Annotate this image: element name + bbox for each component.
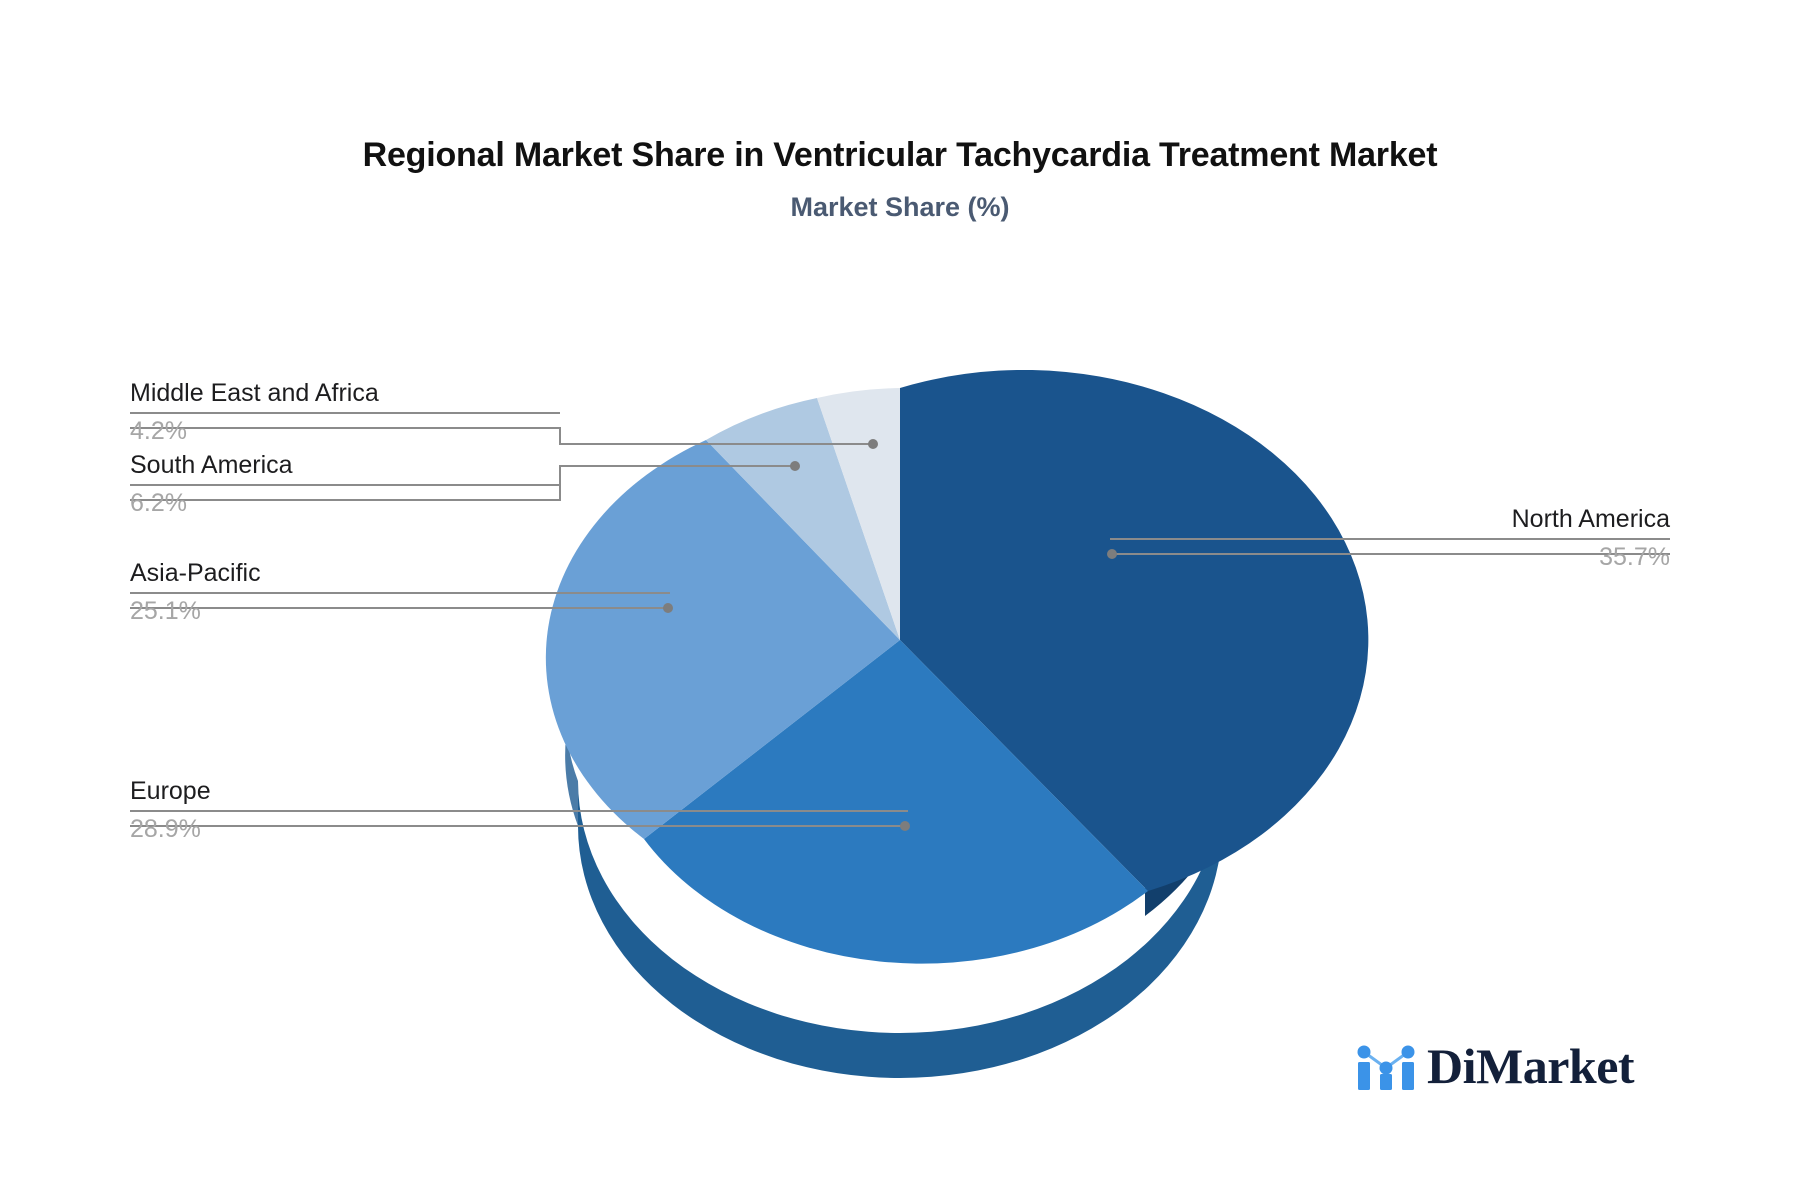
- callout-value-middle-east-and-africa: 4.2%: [130, 417, 187, 445]
- callout-label-europe: Europe: [130, 777, 211, 805]
- callout-asia-pacific[interactable]: Asia-Pacific 25.1%: [130, 560, 670, 625]
- bar-chart-trend-icon: [1357, 1045, 1415, 1090]
- callout-rule-asia-pacific: [130, 592, 670, 594]
- leader-dot-middle-east-and-africa: [868, 439, 878, 449]
- pie-slice-middle-east-and-africa[interactable]: [817, 388, 900, 640]
- pie-slice-north-america[interactable]: [900, 369, 1369, 891]
- callout-middle-east-and-africa[interactable]: Middle East and Africa 4.2%: [130, 380, 560, 445]
- callout-value-asia-pacific: 25.1%: [130, 597, 201, 625]
- callout-rule-europe: [130, 810, 908, 812]
- callout-label-middle-east-and-africa: Middle East and Africa: [130, 379, 379, 407]
- leader-lines: [130, 427, 1670, 831]
- page-title: Regional Market Share in Ventricular Tac…: [362, 136, 1438, 174]
- leader-dot-north-america: [1107, 549, 1117, 559]
- callout-label-asia-pacific: Asia-Pacific: [130, 559, 261, 587]
- callout-rule-south-america: [130, 484, 560, 486]
- pie-slice-south-america[interactable]: [706, 398, 900, 640]
- brand-logo[interactable]: DiMarket: [1355, 1038, 1635, 1094]
- pie-slice-asia-pacific[interactable]: [545, 440, 900, 839]
- callout-rule-north-america: [1110, 538, 1670, 540]
- pie-slices: [545, 369, 1369, 964]
- leader-dot-south-america: [790, 461, 800, 471]
- pie-slice-europe[interactable]: [644, 640, 1148, 964]
- callout-value-north-america: 35.7%: [1599, 543, 1670, 571]
- callout-europe[interactable]: Europe 28.9%: [130, 778, 908, 843]
- callout-south-america[interactable]: South America 6.2%: [130, 452, 560, 517]
- callout-value-europe: 28.9%: [130, 815, 201, 843]
- leader-line-south-america: [130, 465, 795, 501]
- leader-dot-europe: [900, 821, 910, 831]
- callout-rule-middle-east-and-africa: [130, 412, 560, 414]
- brand-name: DiMarket: [1427, 1038, 1635, 1094]
- callout-label-north-america: North America: [1511, 505, 1670, 533]
- callout-value-south-america: 6.2%: [130, 489, 187, 517]
- leader-line-middle-east-and-africa: [130, 427, 873, 445]
- leader-dot-asia-pacific: [663, 603, 673, 613]
- callout-label-south-america: South America: [130, 451, 293, 479]
- callout-north-america[interactable]: North America 35.7%: [1110, 506, 1670, 571]
- chart-subtitle: Market Share (%): [790, 192, 1010, 222]
